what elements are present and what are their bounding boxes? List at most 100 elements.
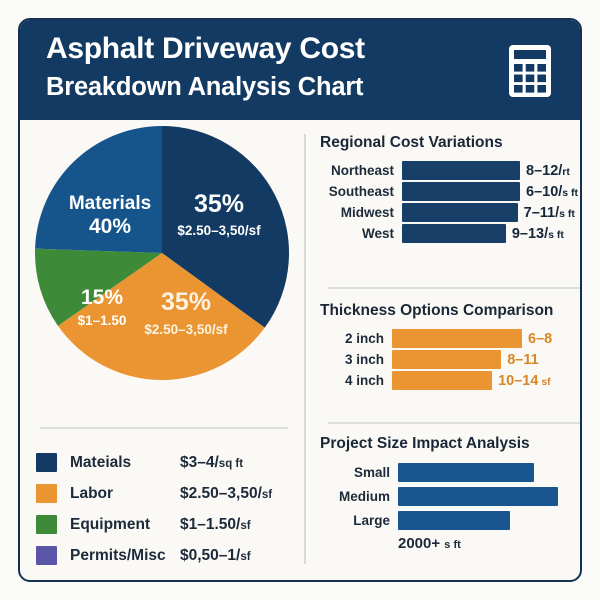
pie-labels: Materials 40% 35% $2.50–3,50/sf 35% $2.5… [69, 190, 261, 337]
legend-swatch [36, 546, 57, 565]
panel-project-size-impact: Project Size Impact Analysis Small Medium… [320, 435, 580, 552]
bar-value-unit: sf [538, 375, 551, 388]
bar-category-label: 4 inch [344, 373, 384, 388]
pie-slice-equipment [35, 248, 162, 326]
bar-fill [392, 350, 502, 369]
bar-row: 4 inch 10–14 sf [320, 371, 580, 390]
legend-price-unit: sq ft [218, 457, 244, 470]
legend-item-label: Labor [70, 484, 114, 502]
bar-row: Midwest 7–11/s ft [320, 203, 580, 222]
body-area: Materials 40% 35% $2.50–3,50/sf 35% $2.5… [20, 120, 580, 580]
header-band: Asphalt Driveway Cost Breakdown Analysis… [20, 20, 580, 120]
bar-row: West 9–13/s ft [320, 224, 580, 243]
bar-fill [402, 182, 520, 201]
right-column: Regional Cost Variations Northeast 8–12/r… [308, 120, 580, 580]
bar-fill [398, 511, 510, 530]
bar-value-label: 9–13/s ft [512, 226, 564, 242]
panel-title-projectsize: Project Size Impact Analysis [320, 435, 530, 452]
panel-thickness-options: Thickness Options Comparison 2 inch 6–8 3 … [320, 302, 580, 392]
legend-row: Mateials $3–4/sq ft [36, 447, 298, 478]
bar-track [398, 511, 580, 530]
axis-label-value: 2000+ [398, 535, 445, 552]
bar-track: 8–12/rt [402, 161, 580, 180]
pie-label-equipment-percent: 15% [81, 286, 123, 309]
bar-fill [392, 329, 522, 348]
legend-row: Permits/Misc $0,50–1/sf [36, 540, 298, 571]
legend-item-price: $0,50–1/sf [180, 547, 251, 565]
bar-track: 6–10/s ft [402, 182, 580, 201]
bar-fill [402, 161, 520, 180]
page-title-line1: Asphalt Driveway Cost [46, 32, 365, 65]
bar-row: Northeast 8–12/rt [320, 161, 580, 180]
bar-track [398, 463, 580, 482]
pie-label-navy-percent: 35% [194, 190, 244, 218]
bar-category-label: Southeast [328, 184, 394, 199]
pie-label-materials-percent: 40% [89, 215, 131, 238]
legend-item-label: Mateials [70, 453, 132, 471]
panel-title-regional: Regional Cost Variations [320, 134, 503, 151]
legend-swatch [36, 515, 57, 534]
pie-label-orange-percent: 35% [161, 288, 211, 316]
regional-bars: Northeast 8–12/rt Southeast 6–10/s ft Midwes… [320, 161, 580, 243]
pie-slice-materials [35, 126, 162, 253]
divider-thickness [328, 422, 580, 424]
pie-slices [35, 126, 290, 381]
bar-value-number: 7–11/ [523, 204, 560, 221]
bar-value-number: 10–14 [498, 372, 539, 389]
pie-label-navy-price: $2.50–3,50/sf [177, 223, 261, 238]
bar-value-label: 10–14 sf [498, 373, 551, 389]
bar-value-label: 7–11/s ft [524, 205, 575, 221]
panel-title-thickness: Thickness Options Comparison [320, 302, 554, 319]
legend-price-value: $2.50–3,50/ [180, 484, 262, 502]
bar-row: 3 inch 8–11 [320, 350, 580, 369]
bar-value-label: 6–8 [528, 331, 552, 347]
bar-category-label: 3 inch [344, 352, 384, 367]
pie-label-materials-name: Materials [69, 193, 151, 214]
bar-track [398, 487, 580, 506]
legend-item-price: $3–4/sq ft [180, 454, 243, 472]
calculator-icon [509, 45, 551, 97]
bar-fill [398, 487, 558, 506]
bar-row: Medium [320, 487, 580, 506]
divider-regional [328, 287, 580, 289]
legend-divider [40, 427, 288, 429]
left-column: Materials 40% 35% $2.50–3,50/sf 35% $2.5… [20, 120, 304, 580]
bar-track: 10–14 sf [392, 371, 580, 390]
bar-track: 8–11 [392, 350, 580, 369]
bar-fill [398, 463, 534, 482]
bar-category-label: 2 inch [344, 331, 384, 346]
legend-item-price: $1–1.50/sf [180, 516, 251, 534]
cost-breakdown-pie-chart: Materials 40% 35% $2.50–3,50/sf 35% $2.5… [34, 125, 290, 381]
infographic-card: Asphalt Driveway Cost Breakdown Analysis… [18, 18, 582, 582]
bar-category-label: Midwest [340, 205, 394, 220]
bar-row: 2 inch 6–8 [320, 329, 580, 348]
legend-item-label: Permits/Misc [70, 546, 166, 564]
pie-slice-labor-orange [57, 253, 265, 381]
pie-slice-labor-navy [162, 126, 290, 328]
bar-value-label: 6–10/s ft [526, 184, 578, 200]
legend-price-unit: sf [261, 488, 273, 501]
pie-label-equipment-price: $1–1.50 [78, 313, 127, 328]
bar-row: Small [320, 463, 580, 482]
bar-track: 7–11/s ft [402, 203, 580, 222]
legend-row: Equipment $1–1.50/sf [36, 509, 298, 540]
legend-price-unit: sf [240, 519, 251, 532]
bar-value-label: 8–12/rt [526, 163, 570, 179]
bar-category-label: West [361, 226, 394, 241]
pie-label-orange-price: $2.50–3,50/sf [144, 322, 228, 337]
bar-value-label: 8–11 [507, 352, 538, 368]
legend-item-label: Equipment [70, 515, 151, 533]
legend-swatch [36, 453, 57, 472]
axis-label-unit: s ft [444, 539, 461, 551]
projectsize-bars: Small Medium Large [320, 463, 580, 530]
page-title-line2: Breakdown Analysis Chart [46, 73, 364, 101]
cost-legend: Mateials $3–4/sq ft Labor $2.50–3,50/sf Equi… [36, 447, 298, 571]
bar-value-number: 8–11 [507, 351, 539, 368]
legend-item-price: $2.50–3,50/sf [180, 485, 272, 503]
bar-track: 6–8 [392, 329, 580, 348]
bar-value-number: 6–8 [528, 330, 553, 347]
bar-value-unit: s ft [562, 186, 579, 199]
bar-value-unit: s ft [559, 207, 575, 220]
bar-row: Large [320, 511, 580, 530]
legend-price-unit: sf [240, 550, 251, 563]
